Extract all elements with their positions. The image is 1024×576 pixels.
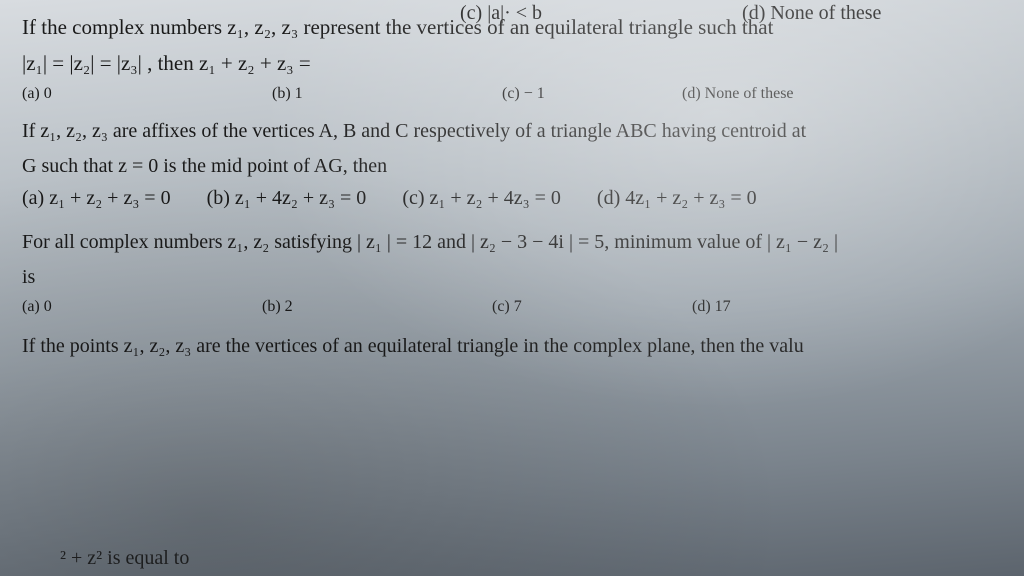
q2-opt-b: (b) z₁ + 4z₂ + z₃ = 0	[207, 187, 367, 210]
q2-stem-line1: If z₁, z₂, z₃ are affixes of the vertice…	[22, 117, 1002, 146]
prev-opt-d: (d) None of these	[742, 2, 881, 25]
q3-opt-b: (b) 2	[262, 298, 492, 316]
q1-opt-a: (a) 0	[22, 85, 182, 103]
q1-opt-d: (d) None of these	[682, 85, 794, 103]
q2-opt-d: (d) 4z₁ + z₂ + z₃ = 0	[597, 187, 757, 210]
prev-question-options: (c) |a|· < b (d) None of these	[460, 2, 881, 25]
prev-opt-c: (c) |a|· < b	[460, 2, 542, 25]
q1-opt-c: (c) − 1	[502, 85, 682, 103]
q3-stem-line1: For all complex numbers z₁, z₂ satisfyin…	[22, 228, 1002, 257]
q3-opt-a: (a) 0	[22, 298, 202, 316]
q2-options: (a) z₁ + z₂ + z₃ = 0 (b) z₁ + 4z₂ + z₃ =…	[22, 187, 1002, 210]
q3-options: (a) 0 (b) 2 (c) 7 (d) 17	[22, 298, 1002, 316]
q2-opt-a: (a) z₁ + z₂ + z₃ = 0	[22, 187, 171, 210]
q2-opt-c: (c) z₁ + z₂ + 4z₃ = 0	[402, 187, 561, 210]
q3-opt-c: (c) 7	[492, 298, 692, 316]
q4-stem: If the points z₁, z₂, z₃ are the vertice…	[22, 332, 1002, 361]
q2-stem-line2: G such that z = 0 is the mid point of AG…	[22, 152, 1002, 181]
q1-stem-line2: |z₁| = |z₂| = |z₃| , then z₁ + z₂ + z₃ =	[22, 48, 1002, 78]
q4-fragment: ² + z² is equal to	[60, 547, 189, 570]
q3-opt-d: (d) 17	[692, 298, 731, 316]
q3-stem-line2: is	[22, 263, 1002, 292]
q1-opt-b: (b) 1	[272, 85, 502, 103]
q1-options: (a) 0 (b) 1 (c) − 1 (d) None of these	[22, 85, 1002, 103]
